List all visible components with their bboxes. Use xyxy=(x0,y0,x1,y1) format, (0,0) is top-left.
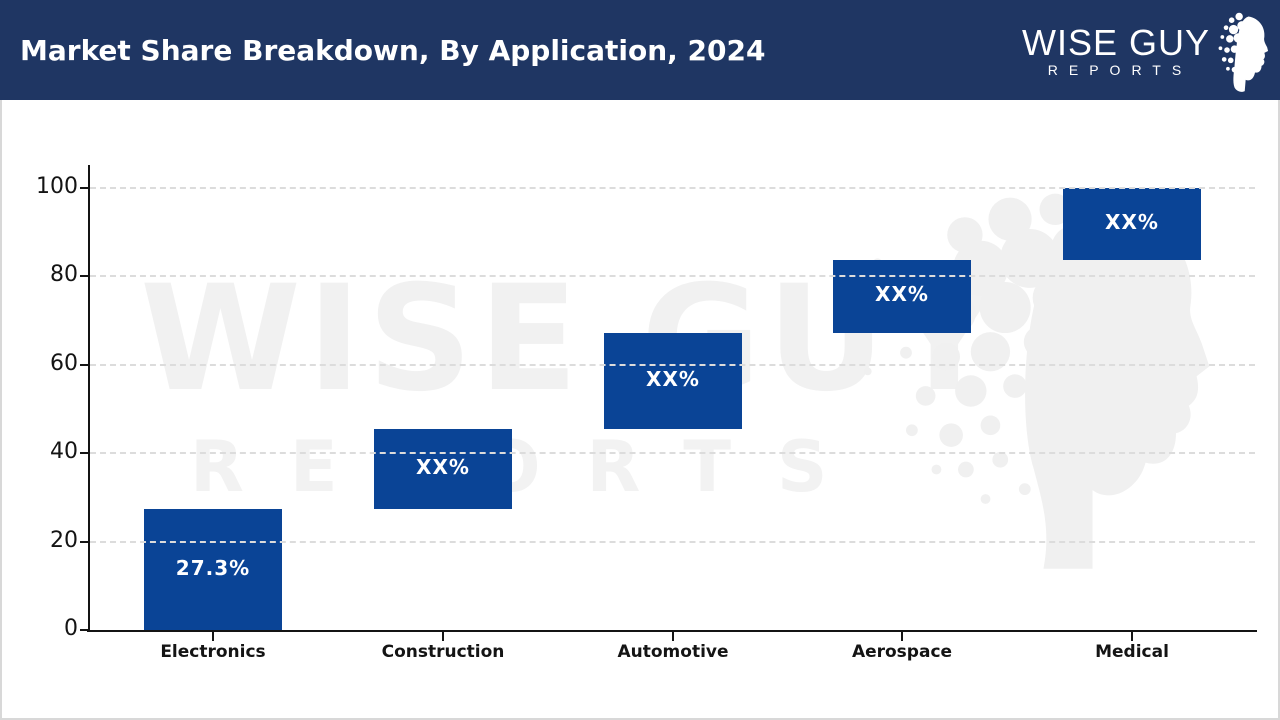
bar-construction xyxy=(374,428,512,510)
page-title: Market Share Breakdown, By Application, … xyxy=(20,34,766,67)
y-tick-label: 60 xyxy=(50,350,78,376)
x-tick-mark xyxy=(212,632,214,641)
bar-label-construction: XX% xyxy=(416,455,470,480)
bar-label-electronics: 27.3% xyxy=(175,555,251,580)
y-tick-label: 80 xyxy=(50,262,78,288)
y-tick-mark xyxy=(80,363,90,366)
y-tick-label: 40 xyxy=(50,439,78,465)
y-tick-label: 0 xyxy=(64,616,78,641)
logo-subtext: REPORTS xyxy=(1047,61,1193,78)
logo-wordmark: WISE GUY xyxy=(1021,22,1210,64)
bar-medical xyxy=(1063,188,1201,261)
bar-electronics xyxy=(144,509,282,630)
bar-label-medical: XX% xyxy=(1105,210,1159,235)
x-tick-mark xyxy=(672,632,674,641)
bar-aerospace xyxy=(833,260,971,333)
y-tick-mark xyxy=(80,452,90,455)
gridline xyxy=(90,275,1255,278)
bar-automotive xyxy=(604,332,742,429)
x-tick-mark xyxy=(1131,632,1133,641)
gridline xyxy=(90,452,1255,455)
bar-label-aerospace: XX% xyxy=(875,282,929,307)
y-tick-mark xyxy=(80,275,90,278)
x-category-label: Medical xyxy=(1095,642,1169,662)
bar-label-automotive: XX% xyxy=(646,366,700,391)
header-bar: Market Share Breakdown, By Application, … xyxy=(0,0,1280,100)
x-category-label: Electronics xyxy=(160,642,266,662)
gridline xyxy=(90,187,1255,189)
y-tick-mark xyxy=(80,187,90,189)
y-tick-label: 20 xyxy=(50,527,78,553)
y-tick-mark xyxy=(80,540,90,543)
y-tick-label: 100 xyxy=(36,174,78,199)
x-category-label: Automotive xyxy=(617,642,729,662)
y-axis xyxy=(88,165,90,632)
y-tick-mark xyxy=(80,629,90,631)
x-category-label: Aerospace xyxy=(851,642,953,662)
gridline xyxy=(90,363,1255,366)
x-tick-mark xyxy=(442,632,444,641)
logo-head-icon xyxy=(1218,12,1269,92)
x-tick-mark xyxy=(901,632,903,641)
x-axis xyxy=(87,630,1257,632)
gridline xyxy=(90,540,1255,543)
x-category-label: Construction xyxy=(381,642,505,662)
brand-logo: WISE GUY REPORTS xyxy=(1022,8,1270,94)
logo-text: WISE GUY REPORTS xyxy=(1022,24,1210,78)
